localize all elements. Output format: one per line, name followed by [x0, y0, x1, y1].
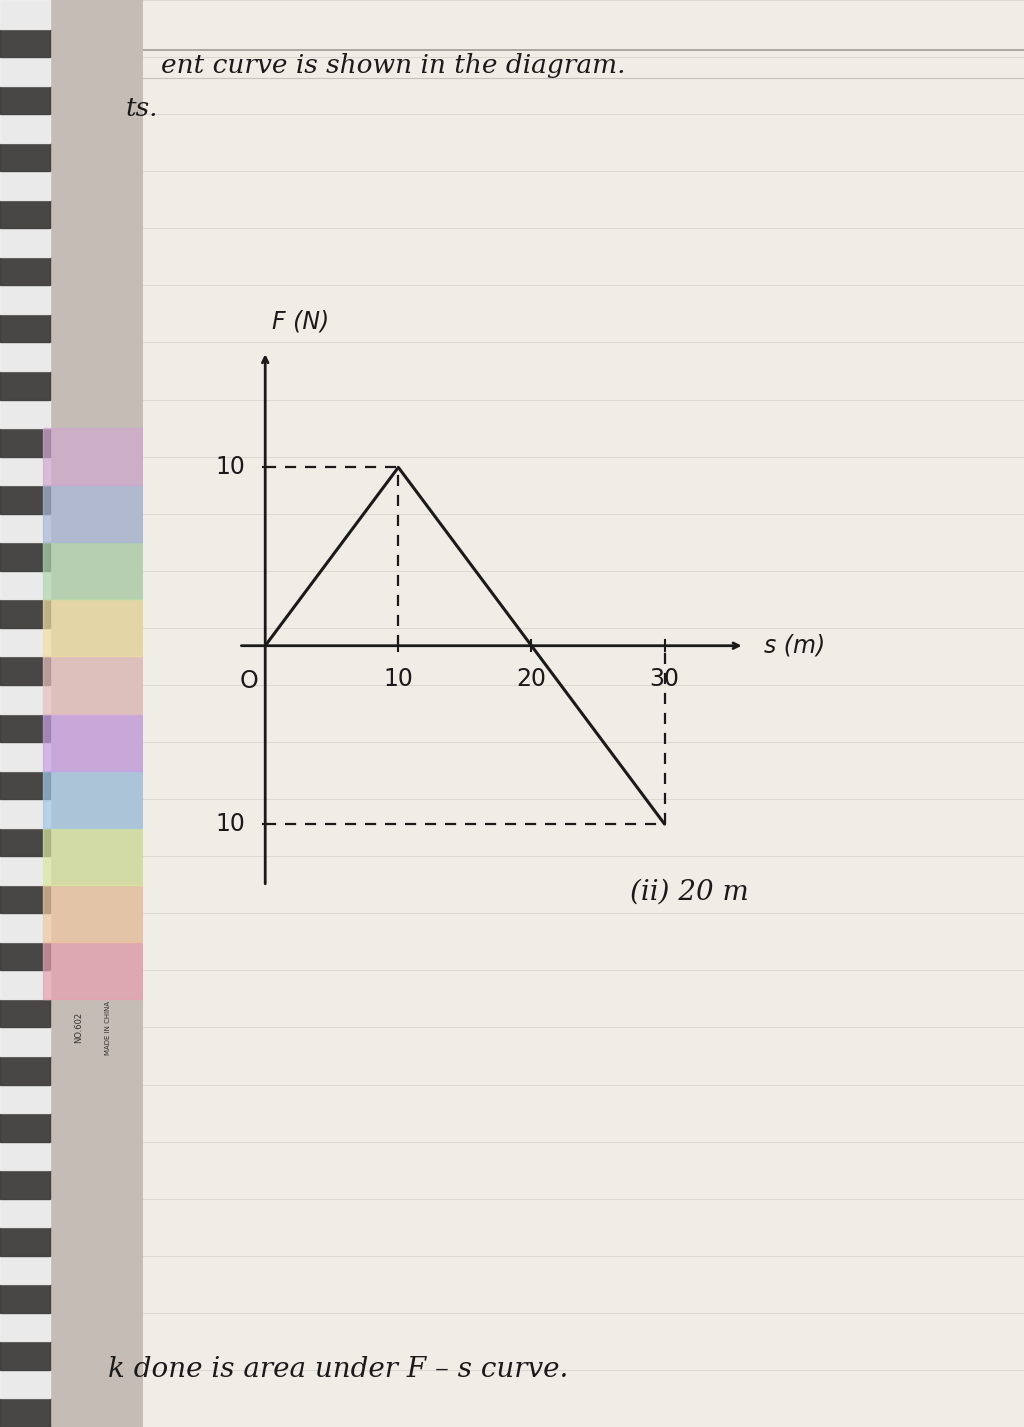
- Text: 30: 30: [649, 668, 680, 691]
- Bar: [0, 228, 50, 257]
- Bar: [0, 1113, 50, 1142]
- Bar: [0, 685, 50, 714]
- Bar: [0, 656, 50, 685]
- Bar: [0, 1284, 50, 1313]
- Bar: [0, 1027, 50, 1056]
- Text: 10: 10: [383, 668, 414, 691]
- Bar: [0, 628, 50, 656]
- Bar: [0, 143, 50, 171]
- Bar: [43, 771, 143, 828]
- Bar: [0, 114, 50, 143]
- Bar: [0, 571, 50, 599]
- Bar: [0, 913, 50, 942]
- Text: NO.602: NO.602: [75, 1012, 83, 1043]
- Bar: [0, 400, 50, 428]
- Bar: [0, 57, 50, 86]
- Text: 10: 10: [215, 812, 246, 836]
- Bar: [0, 1056, 50, 1085]
- Bar: [0, 29, 50, 57]
- Bar: [0, 257, 50, 285]
- Bar: [0, 828, 50, 856]
- Bar: [0, 1313, 50, 1341]
- Bar: [0, 457, 50, 485]
- Bar: [0, 428, 50, 457]
- Bar: [43, 656, 143, 714]
- Text: O: O: [240, 669, 259, 694]
- Bar: [43, 599, 143, 656]
- Bar: [0, 342, 50, 371]
- Bar: [0, 371, 50, 400]
- Bar: [0, 1398, 50, 1427]
- Text: s (m): s (m): [764, 634, 825, 658]
- Text: (ii) 20 m: (ii) 20 m: [630, 879, 749, 905]
- Bar: [0, 1370, 50, 1398]
- Text: MADE IN CHINA: MADE IN CHINA: [104, 1000, 111, 1055]
- Bar: [0, 1142, 50, 1170]
- Text: k done is area under F – s curve.: k done is area under F – s curve.: [109, 1357, 568, 1383]
- Bar: [43, 942, 143, 999]
- Bar: [0, 1199, 50, 1227]
- Bar: [0, 1256, 50, 1284]
- Bar: [0, 885, 50, 913]
- Bar: [0, 0, 50, 29]
- Bar: [0, 514, 50, 542]
- Bar: [0, 86, 50, 114]
- Bar: [43, 542, 143, 599]
- Bar: [0, 799, 50, 828]
- Text: 20: 20: [516, 668, 547, 691]
- Bar: [0, 599, 50, 628]
- Bar: [0, 942, 50, 970]
- Bar: [0, 314, 50, 342]
- Text: F (N): F (N): [272, 310, 329, 334]
- Bar: [0, 285, 50, 314]
- Bar: [0, 856, 50, 885]
- Bar: [0, 1227, 50, 1256]
- Text: 10: 10: [215, 455, 246, 479]
- Text: ent curve is shown in the diagram.: ent curve is shown in the diagram.: [161, 53, 626, 78]
- Bar: [0, 999, 50, 1027]
- Bar: [0, 742, 50, 771]
- Bar: [0, 171, 50, 200]
- Bar: [43, 428, 143, 485]
- Text: ts.: ts.: [126, 96, 159, 121]
- Bar: [0, 485, 50, 514]
- Bar: [0, 970, 50, 999]
- Bar: [43, 885, 143, 942]
- Bar: [0, 200, 50, 228]
- Bar: [0, 542, 50, 571]
- Bar: [43, 714, 143, 771]
- Bar: [0, 771, 50, 799]
- Bar: [43, 485, 143, 542]
- Bar: [0, 1085, 50, 1113]
- Bar: [0, 714, 50, 742]
- Bar: [43, 828, 143, 885]
- Bar: [0, 1341, 50, 1370]
- Bar: [0, 1170, 50, 1199]
